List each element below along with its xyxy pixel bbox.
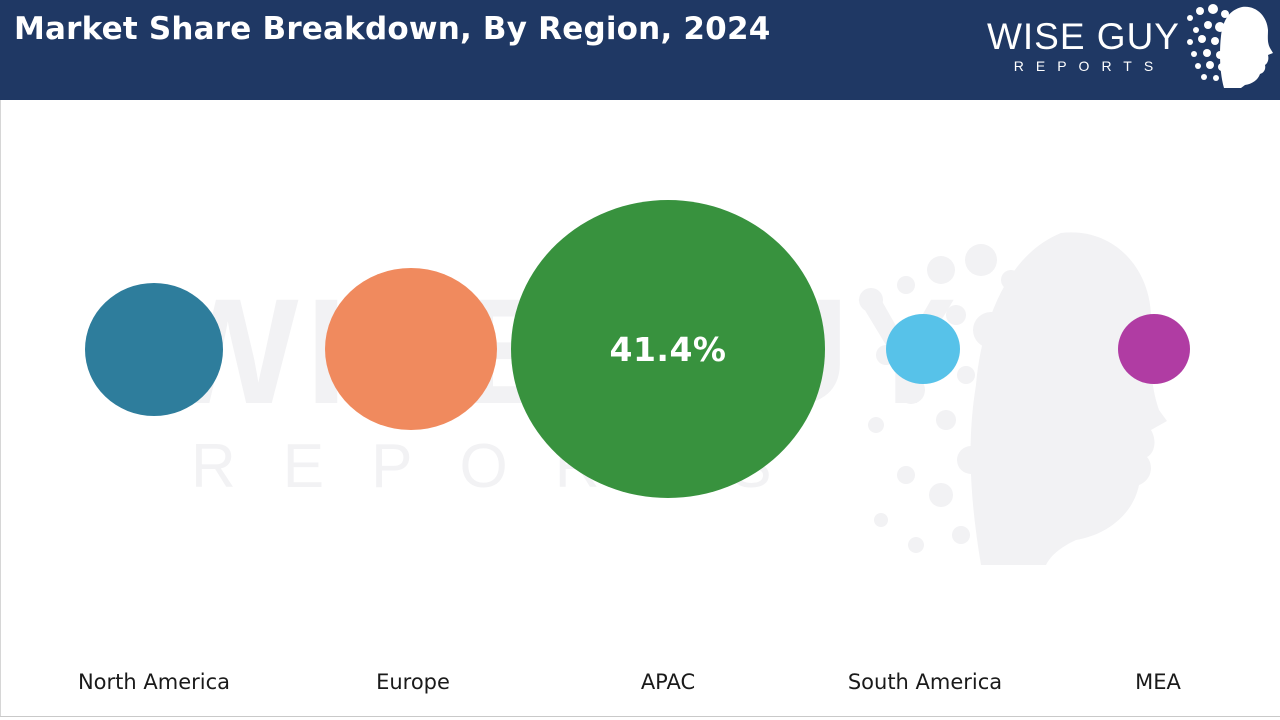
- category-label-north-america: North America: [77, 670, 231, 694]
- logo-subtext: REPORTS: [1013, 57, 1166, 74]
- header-bar: Market Share Breakdown, By Region, 2024 …: [0, 0, 1280, 100]
- page-title: Market Share Breakdown, By Region, 2024: [14, 11, 771, 47]
- logo-text: WISE GUY REPORTS: [986, 16, 1180, 74]
- bubble-value-label: 41.4%: [609, 329, 727, 369]
- category-label-europe: Europe: [376, 670, 450, 694]
- bubble-south-america: [886, 314, 960, 384]
- watermark-face-icon: [859, 232, 1167, 565]
- category-label-south-america: South America: [847, 670, 1003, 694]
- chart-area: WISE GUY REPORTS 41.4%: [0, 100, 1280, 716]
- category-label-mea: MEA: [1135, 670, 1181, 694]
- logo-wordmark: WISE GUY: [986, 16, 1180, 58]
- wise-guy-reports-logo: WISE GUY REPORTS: [987, 4, 1274, 88]
- bubble-north-america: [85, 283, 223, 416]
- bottom-padding: [0, 717, 1280, 720]
- category-label-apac: APAC: [640, 670, 696, 694]
- bubble-apac: 41.4%: [511, 200, 825, 498]
- bottom-divider: [0, 716, 1280, 717]
- bubble-europe: [325, 268, 497, 430]
- bubble-mea: [1118, 314, 1190, 384]
- logo-face-icon: [1187, 4, 1273, 88]
